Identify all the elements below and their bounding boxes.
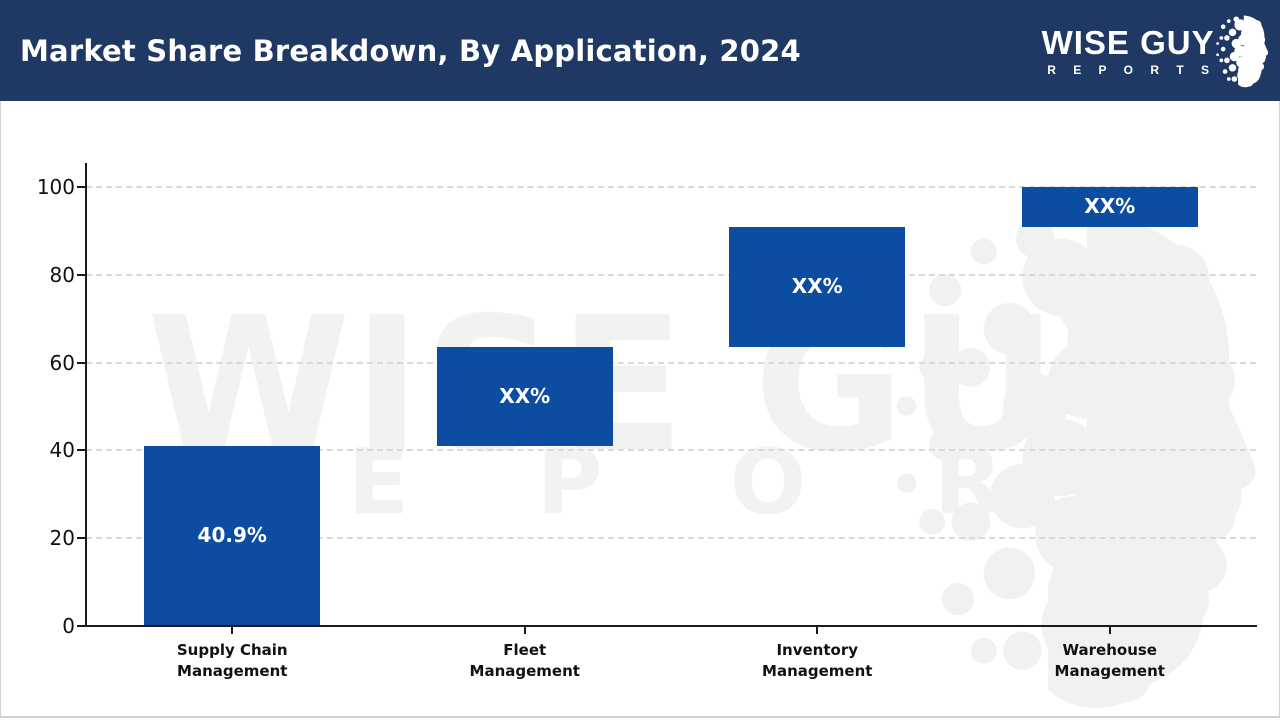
bar-value-label: XX% — [1084, 193, 1136, 218]
brand-logo-text: WISE GUY R E P O R T S — [1040, 26, 1216, 77]
x-category-label: Supply Chain Management — [176, 641, 288, 680]
y-tick-mark — [77, 625, 85, 627]
bar-segment — [1021, 187, 1198, 227]
y-tick-mark — [77, 537, 85, 540]
brand-logo: WISE GUY R E P O R T S — [1040, 8, 1268, 94]
y-tick-label: 60 — [49, 350, 75, 375]
x-tick-mark — [816, 627, 819, 634]
gridline — [86, 449, 1256, 452]
x-tick-mark — [523, 627, 526, 634]
y-tick-mark — [77, 273, 85, 276]
watermark-face-icon — [846, 200, 1276, 715]
bar-segment — [729, 226, 906, 348]
bar-value-label: XX% — [791, 273, 843, 298]
page-title: Market Share Breakdown, By Application, … — [20, 33, 801, 68]
gridline — [86, 186, 1256, 188]
bar-segment — [436, 347, 613, 447]
x-category-label: Fleet Management — [469, 641, 580, 680]
y-tick-label: 0 — [62, 614, 75, 638]
wise-guy-face-icon — [1212, 13, 1268, 89]
header: Market Share Breakdown, By Application, … — [0, 0, 1280, 101]
gridline — [86, 537, 1256, 540]
bar-value-label: 40.9% — [197, 523, 267, 548]
y-axis-spine — [85, 163, 87, 627]
y-tick-label: 40 — [49, 438, 75, 463]
y-tick-mark — [77, 186, 85, 188]
x-category-label: Inventory Management — [762, 641, 873, 680]
y-tick-label: 20 — [49, 526, 75, 551]
chart-canvas: WISE GUY R E P O R T S 02040608010040.9%… — [0, 101, 1280, 718]
gridline — [86, 361, 1256, 364]
x-axis-spine — [85, 625, 1257, 627]
y-tick-label: 100 — [36, 175, 75, 199]
logo-brand-text: WISE GUY — [1041, 23, 1215, 61]
bar-value-label: XX% — [499, 383, 551, 408]
logo-sub-text: R E P O R T S — [1047, 62, 1216, 77]
y-tick-label: 80 — [49, 262, 75, 287]
plot-area: WISE GUY R E P O R T S 02040608010040.9%… — [1, 101, 1279, 718]
y-tick-mark — [77, 449, 85, 452]
gridline — [86, 273, 1256, 276]
x-category-label: Warehouse Management — [1054, 641, 1165, 680]
bar-segment — [144, 446, 321, 626]
y-tick-mark — [77, 361, 85, 364]
x-tick-mark — [1108, 627, 1111, 634]
x-tick-mark — [231, 627, 234, 634]
